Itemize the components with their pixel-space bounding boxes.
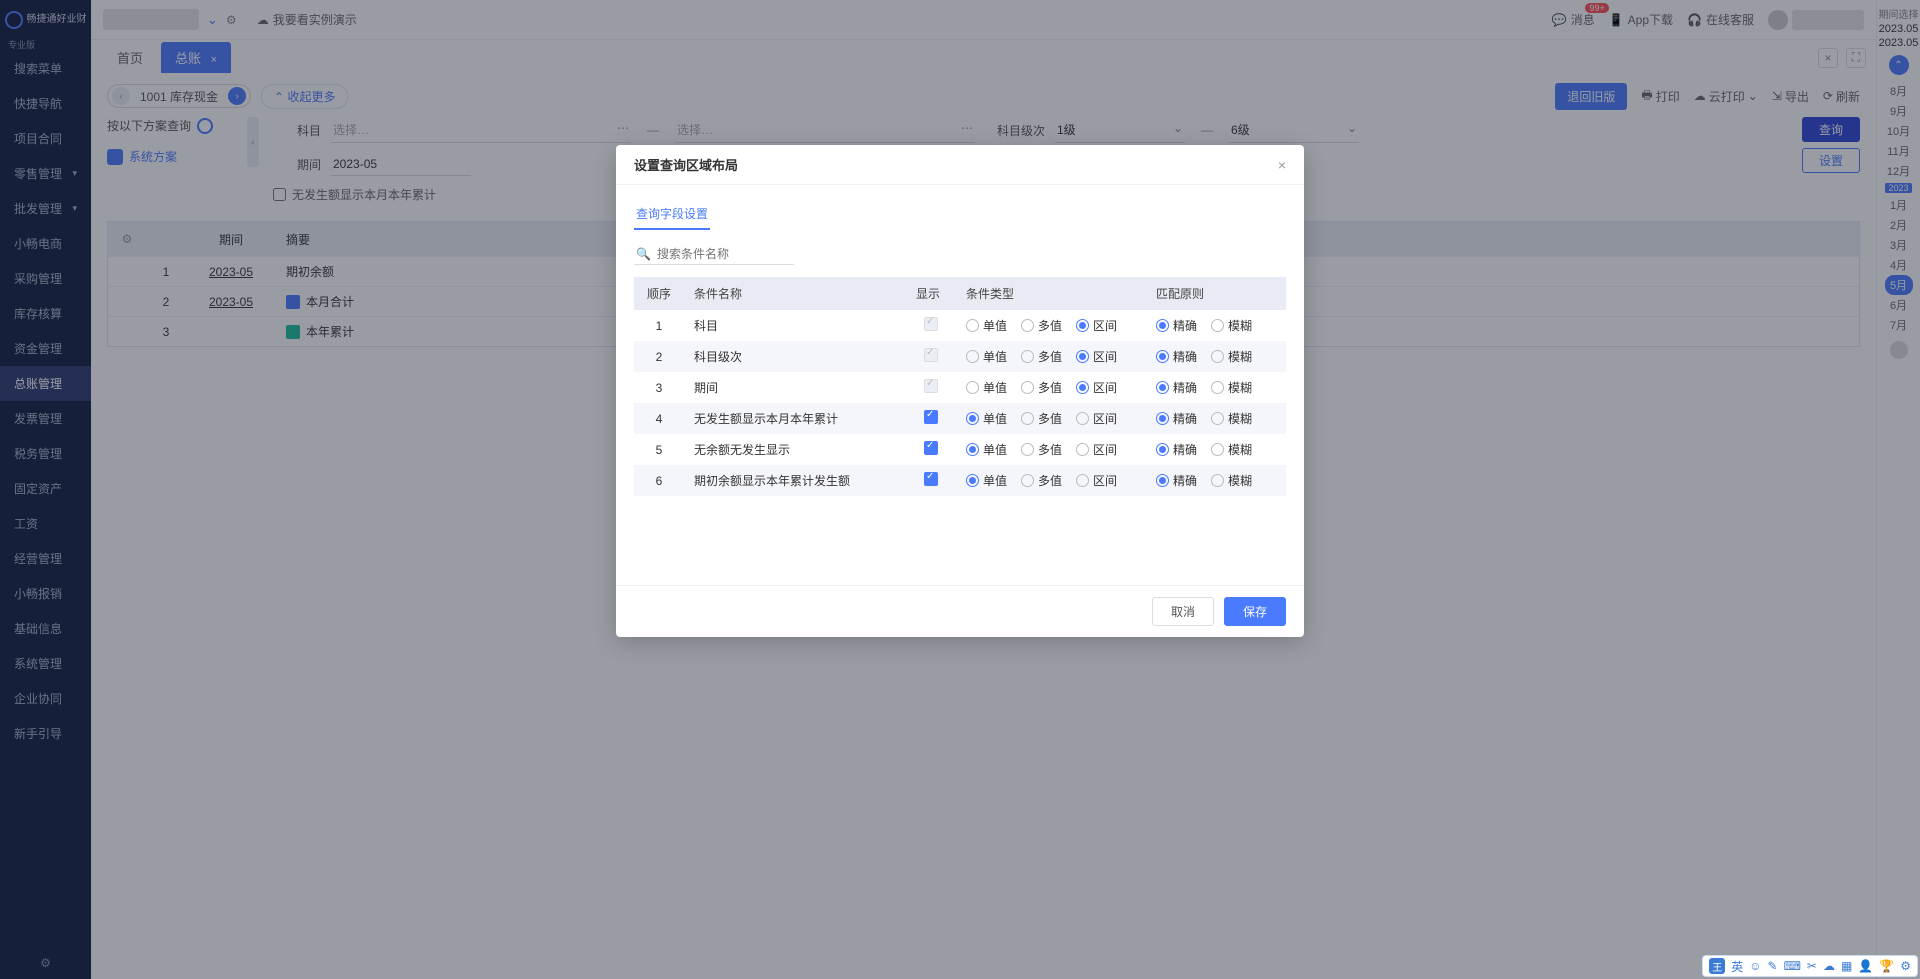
config-row: 5 无余额无发生显示 单值 多值 区间 精确 模糊 <box>634 434 1286 465</box>
ime-toolbar[interactable]: 王 英 ☺ ✎ ⌨ ✂ ☁ ▦ 👤 🏆 ⚙ <box>1702 955 1918 977</box>
col-show: 显示 <box>906 277 956 310</box>
radio-dot[interactable] <box>1021 443 1034 456</box>
radio-dot[interactable] <box>1021 319 1034 332</box>
radio-dot[interactable] <box>966 381 979 394</box>
ime-lang: 英 <box>1731 958 1743 975</box>
radio-dot[interactable] <box>1156 412 1169 425</box>
ime-mic-icon: ⌨ <box>1784 959 1801 973</box>
radio-dot[interactable] <box>1021 350 1034 363</box>
col-seq: 顺序 <box>634 277 684 310</box>
layout-settings-modal: 设置查询区域布局 × 查询字段设置 🔍 顺序 条件名称 显示 条件类型 匹配原则 <box>616 145 1304 637</box>
config-row: 1 科目 单值 多值 区间 精确 模糊 <box>634 310 1286 341</box>
radio-dot[interactable] <box>1021 412 1034 425</box>
config-row: 6 期初余额显示本年累计发生额 单值 多值 区间 精确 模糊 <box>634 465 1286 496</box>
radio-dot[interactable] <box>1211 412 1224 425</box>
ime-grid-icon: ▦ <box>1841 959 1852 973</box>
radio-dot[interactable] <box>1076 474 1089 487</box>
radio-dot[interactable] <box>1076 381 1089 394</box>
show-checkbox <box>924 379 938 393</box>
ime-user-icon: 👤 <box>1858 959 1873 973</box>
radio-dot[interactable] <box>966 443 979 456</box>
show-checkbox <box>924 317 938 331</box>
radio-dot[interactable] <box>1021 474 1034 487</box>
search-icon: 🔍 <box>636 247 651 261</box>
radio-dot[interactable] <box>1211 443 1224 456</box>
radio-dot[interactable] <box>966 350 979 363</box>
condition-search[interactable]: 🔍 <box>634 244 794 265</box>
cancel-button[interactable]: 取消 <box>1152 597 1214 626</box>
show-checkbox[interactable] <box>924 441 938 455</box>
modal-title: 设置查询区域布局 <box>634 155 738 174</box>
show-checkbox <box>924 348 938 362</box>
radio-dot[interactable] <box>966 412 979 425</box>
modal-close-icon[interactable]: × <box>1278 157 1286 173</box>
ime-cup-icon: 🏆 <box>1879 959 1894 973</box>
radio-dot[interactable] <box>1156 474 1169 487</box>
radio-dot[interactable] <box>1156 350 1169 363</box>
radio-dot[interactable] <box>1211 319 1224 332</box>
col-name: 条件名称 <box>684 277 906 310</box>
condition-search-input[interactable] <box>657 247 787 261</box>
ime-cloud-icon: ☁ <box>1823 959 1835 973</box>
config-row: 4 无发生额显示本月本年累计 单值 多值 区间 精确 模糊 <box>634 403 1286 434</box>
radio-dot[interactable] <box>1156 381 1169 394</box>
radio-dot[interactable] <box>1076 412 1089 425</box>
radio-dot[interactable] <box>1076 319 1089 332</box>
modal-overlay: 设置查询区域布局 × 查询字段设置 🔍 顺序 条件名称 显示 条件类型 匹配原则 <box>0 0 1920 979</box>
ime-scissor-icon: ✂ <box>1807 959 1817 973</box>
config-row: 2 科目级次 单值 多值 区间 精确 模糊 <box>634 341 1286 372</box>
radio-dot[interactable] <box>1156 443 1169 456</box>
radio-dot[interactable] <box>966 319 979 332</box>
radio-dot[interactable] <box>1021 381 1034 394</box>
save-button[interactable]: 保存 <box>1224 597 1286 626</box>
config-row: 3 期间 单值 多值 区间 精确 模糊 <box>634 372 1286 403</box>
config-table: 顺序 条件名称 显示 条件类型 匹配原则 1 科目 单值 多值 区间 精确 模糊… <box>634 277 1286 496</box>
radio-dot[interactable] <box>1211 381 1224 394</box>
radio-dot[interactable] <box>1211 474 1224 487</box>
show-checkbox[interactable] <box>924 472 938 486</box>
show-checkbox[interactable] <box>924 410 938 424</box>
ime-face-icon: ☺ <box>1749 959 1761 973</box>
radio-dot[interactable] <box>1076 443 1089 456</box>
subtab-fields[interactable]: 查询字段设置 <box>634 201 710 230</box>
col-match: 匹配原则 <box>1146 277 1286 310</box>
radio-dot[interactable] <box>966 474 979 487</box>
ime-han-icon: 王 <box>1709 958 1725 974</box>
ime-gear-icon: ⚙ <box>1900 959 1911 973</box>
radio-dot[interactable] <box>1156 319 1169 332</box>
radio-dot[interactable] <box>1211 350 1224 363</box>
col-type: 条件类型 <box>956 277 1146 310</box>
radio-dot[interactable] <box>1076 350 1089 363</box>
ime-edit-icon: ✎ <box>1768 959 1778 973</box>
